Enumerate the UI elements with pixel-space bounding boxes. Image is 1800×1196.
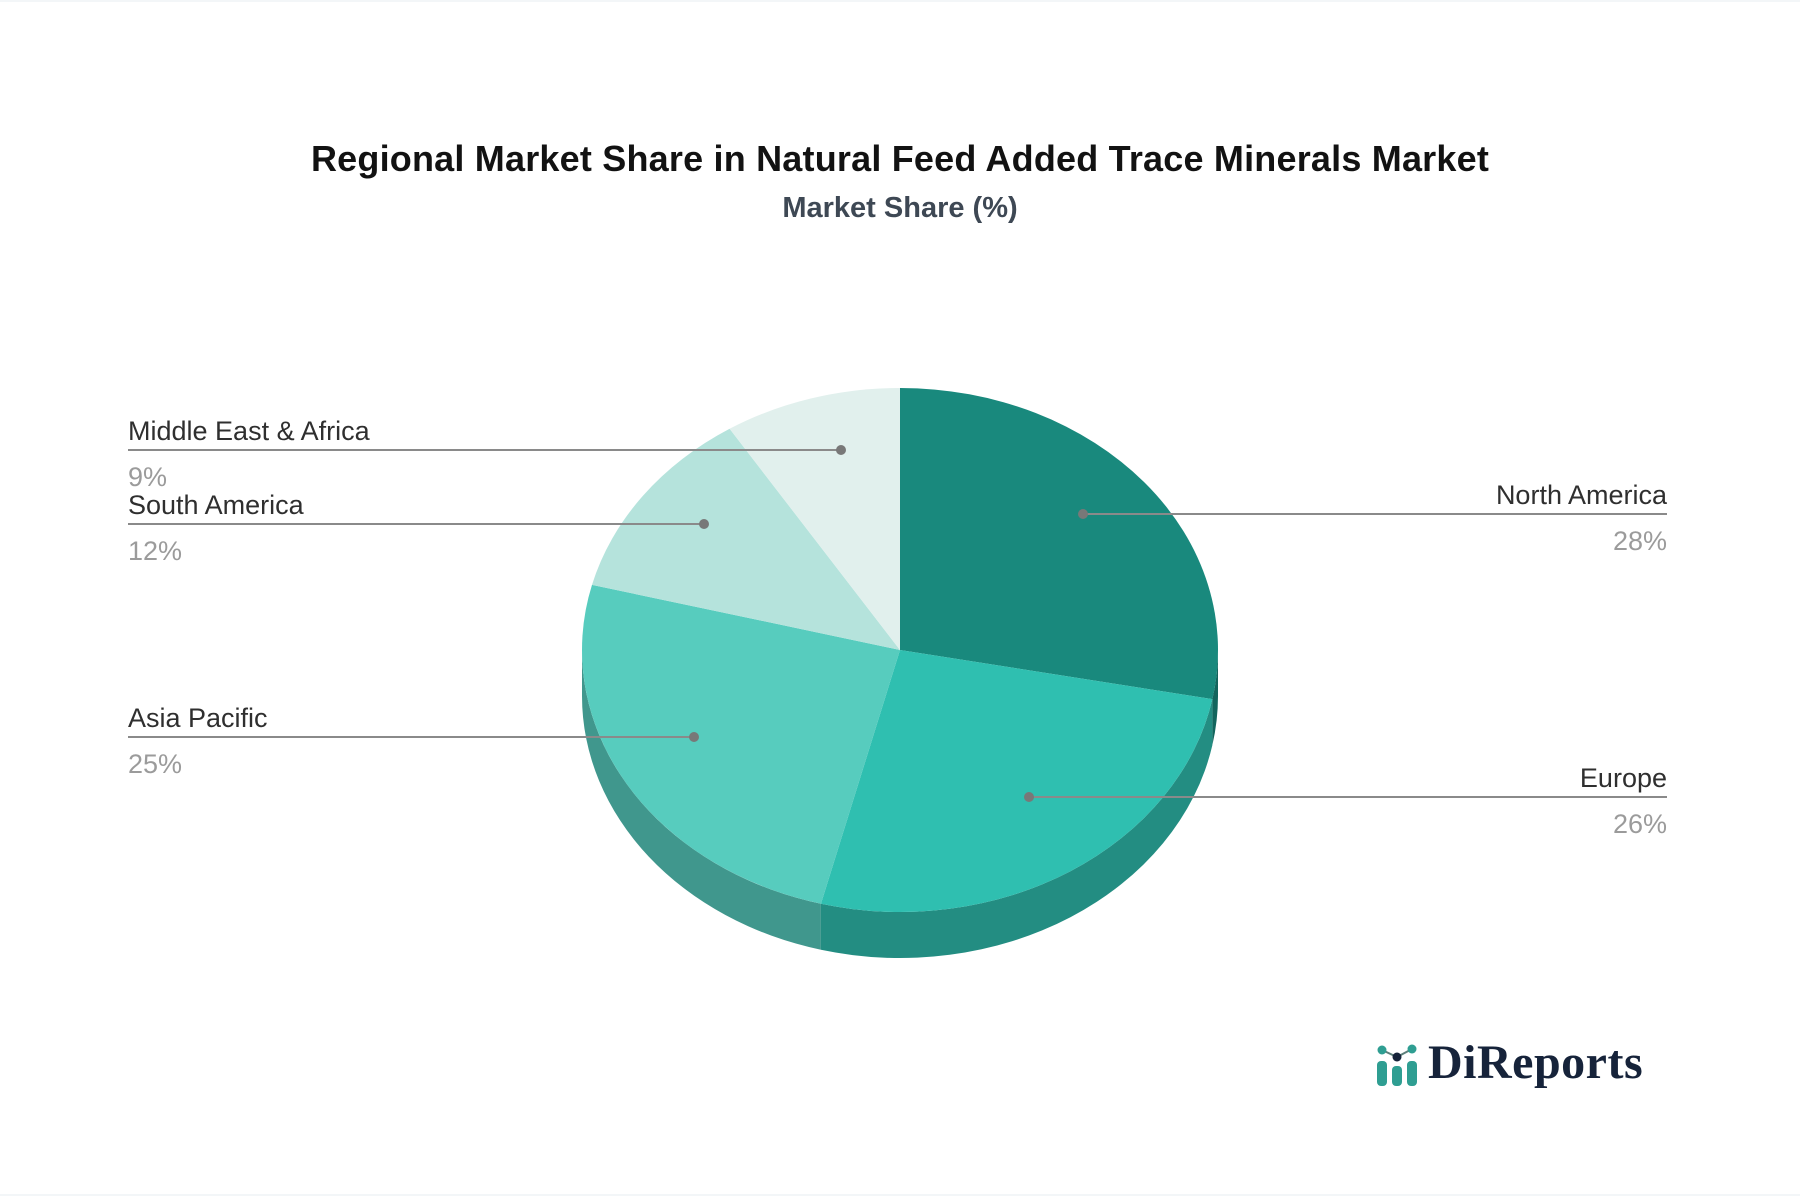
- pie-slice-middle-east-africa: [729, 388, 900, 650]
- slice-value-north-america: 28%: [1612, 526, 1667, 556]
- chart-title: Regional Market Share in Natural Feed Ad…: [310, 138, 1490, 179]
- leader-line-europe: [1029, 796, 1667, 798]
- slice-label-north-america: North America: [1495, 480, 1667, 510]
- pie-slice-side-asia-pacific: [582, 650, 821, 950]
- leader-line-asia-pacific: [128, 736, 694, 738]
- leader-line-middle-east-africa: [128, 449, 841, 451]
- chart-subtitle: Market Share (%): [782, 192, 1018, 224]
- slice-value-south-america: 12%: [128, 536, 183, 566]
- brand-chart-icon: [1377, 1044, 1417, 1086]
- pie-slice-europe: [820, 650, 1213, 913]
- slice-label-middle-east-africa: Middle East & Africa: [128, 416, 370, 446]
- pie-slice-asia-pacific: [581, 584, 900, 904]
- brand-name: DiReports: [1428, 1036, 1644, 1089]
- slice-value-asia-pacific: 25%: [128, 749, 183, 779]
- pie-slice-south-america: [591, 428, 900, 650]
- leader-dot-middle-east-africa: [836, 445, 846, 455]
- slice-value-middle-east-africa: 9%: [128, 462, 168, 492]
- pie-slice-side-europe: [820, 699, 1213, 959]
- leader-line-north-america: [1083, 513, 1667, 515]
- leader-dot-north-america: [1078, 509, 1088, 519]
- pie-slice-north-america: [900, 388, 1219, 700]
- slice-label-asia-pacific: Asia Pacific: [128, 703, 268, 733]
- leader-line-south-america: [128, 523, 704, 525]
- leader-dot-south-america: [699, 519, 709, 529]
- leader-dot-asia-pacific: [689, 732, 699, 742]
- pie-slice-side-north-america: [1212, 650, 1218, 746]
- leader-dot-europe: [1024, 792, 1034, 802]
- slice-label-south-america: South America: [128, 490, 304, 520]
- slice-value-europe: 26%: [1612, 809, 1667, 839]
- slice-label-europe: Europe: [1579, 763, 1667, 793]
- brand-logo: DiReports: [1375, 1038, 1643, 1088]
